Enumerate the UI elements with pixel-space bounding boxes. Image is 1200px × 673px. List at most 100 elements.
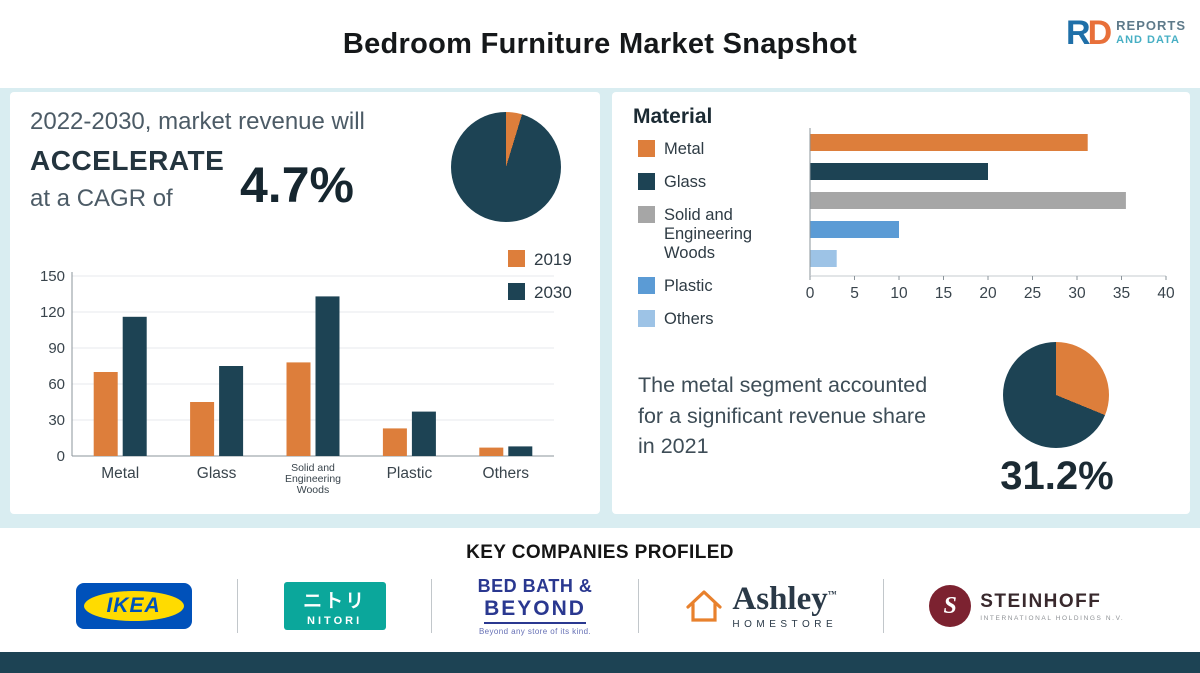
house-icon xyxy=(686,590,722,622)
svg-text:Plastic: Plastic xyxy=(387,465,433,482)
intro-line2: at a CAGR of xyxy=(30,185,173,212)
metal-share-value: 31.2% xyxy=(1000,454,1114,498)
legend-label: Solid and Engineering Woods xyxy=(664,205,753,262)
revenue-bar-chart: 0 30 60 90 120 150 Metal Glass Solid and Engineer… xyxy=(22,260,597,515)
ikea-logo: IKEA xyxy=(75,583,192,629)
svg-text:15: 15 xyxy=(935,285,952,302)
legend-label: Plastic xyxy=(664,276,713,295)
brand-letter-r: R xyxy=(1066,14,1091,52)
legend-swatch xyxy=(638,172,655,190)
ikea-oval: IKEA xyxy=(83,591,184,621)
brand-letter-d: D xyxy=(1087,14,1113,52)
bbb-wordmark-line1: BED BATH & xyxy=(477,576,593,596)
legend-swatch xyxy=(638,140,655,157)
divider xyxy=(882,579,884,633)
svg-text:40: 40 xyxy=(1157,285,1175,302)
steinhoff-emblem-icon: S xyxy=(929,585,972,627)
svg-text:Metal: Metal xyxy=(101,465,139,482)
ashley-logo: Ashley™ HOMESTORE xyxy=(684,580,838,630)
ashley-wordmark: Ashley™ xyxy=(732,580,837,617)
ashley-subtitle: HOMESTORE xyxy=(732,618,838,630)
legend-label: 2030 xyxy=(534,282,572,302)
divider xyxy=(637,579,639,633)
legend-item: Plastic xyxy=(638,276,766,296)
legend-label: Others xyxy=(664,309,714,328)
steinhoff-wordmark: STEINHOFF xyxy=(980,590,1102,612)
brand-rd-icon: RD xyxy=(1066,14,1113,52)
svg-text:0: 0 xyxy=(57,448,65,465)
material-hbar-chart: 0 5 10 15 20 25 30 35 40 xyxy=(804,120,1186,335)
legend-swatch xyxy=(508,282,525,300)
svg-text:Others: Others xyxy=(483,465,530,482)
left-panel: 2022-2030, market revenue will ACCELERAT… xyxy=(10,92,600,514)
svg-text:35: 35 xyxy=(1113,285,1130,302)
ashley-wordmark-block: Ashley™ HOMESTORE xyxy=(732,580,838,630)
legend-item: Solid and Engineering Woods xyxy=(638,205,766,263)
svg-text:60: 60 xyxy=(48,376,65,393)
legend-swatch xyxy=(638,309,655,327)
nitori-japanese-wordmark: ニトリ xyxy=(303,590,367,612)
legend-item: Glass xyxy=(638,172,766,192)
steinhoff-logo: S STEINHOFF INTERNATIONAL HOLDINGS N.V. xyxy=(929,585,1124,627)
divider xyxy=(431,579,433,633)
grouped-bar-svg: 0 30 60 90 120 150 Metal Glass Solid andEngineer… xyxy=(40,268,554,496)
trademark-symbol: ™ xyxy=(827,588,837,599)
svg-text:120: 120 xyxy=(40,304,65,321)
cagr-statement: 2022-2030, market revenue will ACCELERAT… xyxy=(30,108,470,213)
svg-text:Engineering: Engineering xyxy=(285,473,341,485)
legend-item: 2019 xyxy=(508,250,572,270)
page-title: Bedroom Furniture Market Snapshot xyxy=(342,28,858,60)
legend-label: Metal xyxy=(664,140,705,158)
svg-text:30: 30 xyxy=(48,412,65,429)
legend-label: Glass xyxy=(664,172,707,191)
legend-item: Others xyxy=(638,309,766,329)
reports-and-data-logo: RD REPORTS AND DATA xyxy=(1066,16,1186,50)
legend-item: 2030 xyxy=(508,282,572,303)
nitori-wordmark: NITORI xyxy=(307,614,363,627)
legend-swatch xyxy=(638,205,655,223)
ikea-wordmark: IKEA xyxy=(106,594,161,617)
brand-wordmark: REPORTS AND DATA xyxy=(1116,18,1186,47)
metal-share-pie-chart xyxy=(1003,342,1109,448)
companies-title: KEY COMPANIES PROFILED xyxy=(466,542,734,563)
svg-text:0: 0 xyxy=(806,285,815,302)
svg-text:25: 25 xyxy=(1024,285,1041,302)
svg-text:Glass: Glass xyxy=(197,465,237,482)
company-logos-row: IKEA ニトリ NITORI BED BATH & BEYOND Beyond… xyxy=(0,574,1200,638)
material-legend: Metal Glass Solid and Engineering Woods Pla… xyxy=(638,140,766,329)
svg-text:Woods: Woods xyxy=(297,484,330,496)
hbar-svg: 0 5 10 15 20 25 30 35 40 xyxy=(806,128,1175,302)
svg-text:5: 5 xyxy=(850,285,859,302)
steinhoff-subtitle: INTERNATIONAL HOLDINGS N.V. xyxy=(980,614,1125,622)
steinhoff-wordmark-block: STEINHOFF INTERNATIONAL HOLDINGS N.V. xyxy=(980,591,1124,622)
cagr-value: 4.7% xyxy=(240,157,354,213)
legend-swatch xyxy=(508,250,525,267)
right-panel: Material Metal Glass Solid and Engineering… xyxy=(612,92,1190,514)
svg-text:10: 10 xyxy=(890,285,908,302)
svg-text:30: 30 xyxy=(1068,285,1086,302)
legend-item: Metal xyxy=(638,140,766,159)
material-title: Material xyxy=(633,105,713,128)
companies-section: KEY COMPANIES PROFILED IKEA ニトリ NITORI B… xyxy=(0,528,1200,652)
nitori-logo: ニトリ NITORI xyxy=(283,582,386,630)
cagr-pie-chart xyxy=(451,112,561,222)
svg-text:150: 150 xyxy=(40,268,65,285)
bbb-wordmark-line2: BEYOND xyxy=(484,597,586,624)
header: Bedroom Furniture Market Snapshot RD REP… xyxy=(0,0,1200,88)
footer-bar xyxy=(0,652,1200,673)
intro-line1: 2022-2030, market revenue will xyxy=(30,108,365,135)
legend-label: 2019 xyxy=(534,250,572,269)
svg-text:20: 20 xyxy=(979,285,997,302)
svg-text:90: 90 xyxy=(48,340,65,357)
brand-name-top: REPORTS xyxy=(1116,18,1186,34)
legend-swatch xyxy=(638,276,655,294)
metal-segment-note: The metal segment accounted for a signif… xyxy=(638,373,928,459)
svg-text:Solid and: Solid and xyxy=(291,462,335,474)
divider xyxy=(237,579,239,633)
bed-bath-beyond-logo: BED BATH & BEYOND Beyond any store of it… xyxy=(478,576,593,636)
brand-name-bottom: AND DATA xyxy=(1116,34,1180,47)
bbb-tagline: Beyond any store of its kind. xyxy=(478,627,592,636)
intro-accelerate: ACCELERATE xyxy=(30,145,225,176)
year-legend: 2019 2030 xyxy=(508,250,572,302)
